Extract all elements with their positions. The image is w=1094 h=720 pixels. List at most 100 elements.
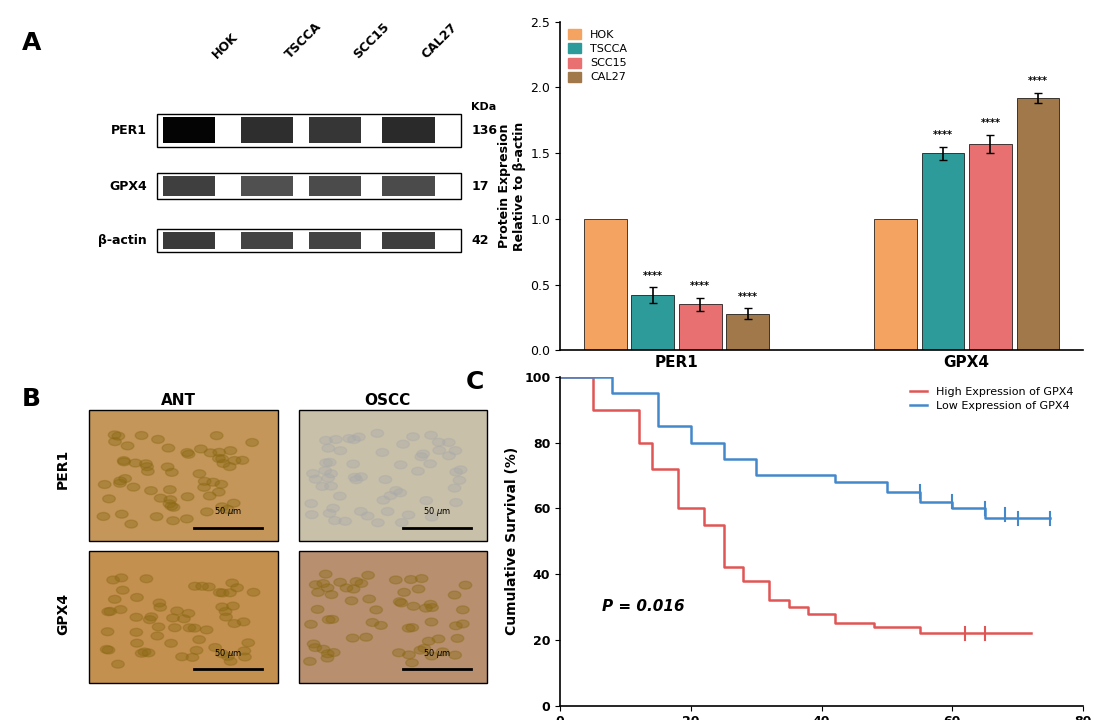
Circle shape: [114, 606, 127, 613]
Circle shape: [449, 591, 461, 599]
Circle shape: [162, 444, 175, 452]
High Expression of GPX4: [717, 521, 730, 529]
Circle shape: [166, 517, 179, 525]
Text: ****: ****: [1028, 76, 1048, 86]
Circle shape: [322, 474, 335, 482]
Circle shape: [426, 513, 438, 521]
Circle shape: [104, 608, 117, 616]
Text: 136: 136: [472, 124, 497, 137]
Circle shape: [102, 646, 115, 654]
Text: 50 $\mu$m: 50 $\mu$m: [214, 647, 242, 660]
Circle shape: [340, 584, 352, 592]
Circle shape: [395, 599, 408, 607]
Circle shape: [361, 512, 374, 520]
Circle shape: [130, 629, 142, 636]
Circle shape: [102, 608, 115, 616]
High Expression of GPX4: [978, 629, 991, 638]
Circle shape: [449, 484, 461, 492]
Circle shape: [196, 582, 209, 590]
Circle shape: [165, 502, 177, 510]
Low Expression of GPX4: [749, 454, 763, 463]
Circle shape: [141, 463, 153, 471]
High Expression of GPX4: [913, 629, 927, 638]
Circle shape: [188, 582, 201, 590]
Circle shape: [319, 570, 331, 578]
High Expression of GPX4: [736, 576, 749, 585]
High Expression of GPX4: [828, 619, 841, 628]
Circle shape: [130, 639, 143, 647]
Bar: [679, 305, 722, 351]
Circle shape: [229, 456, 241, 464]
Low Expression of GPX4: [1011, 514, 1024, 523]
Circle shape: [193, 636, 206, 644]
Circle shape: [397, 440, 409, 448]
Circle shape: [307, 640, 319, 648]
Circle shape: [136, 649, 148, 657]
High Expression of GPX4: [763, 576, 776, 585]
Circle shape: [352, 433, 365, 441]
Circle shape: [380, 476, 392, 484]
Circle shape: [212, 454, 225, 462]
Circle shape: [328, 517, 341, 525]
Circle shape: [143, 616, 156, 624]
Circle shape: [163, 500, 176, 508]
Circle shape: [203, 492, 216, 500]
Circle shape: [140, 460, 152, 468]
Circle shape: [459, 581, 472, 589]
Circle shape: [195, 445, 207, 453]
Low Expression of GPX4: [717, 438, 730, 447]
Low Expression of GPX4: [684, 422, 697, 431]
Circle shape: [138, 648, 151, 656]
Circle shape: [394, 598, 406, 606]
Circle shape: [317, 645, 329, 653]
Circle shape: [221, 505, 234, 513]
Circle shape: [389, 576, 403, 584]
Circle shape: [312, 588, 324, 596]
Circle shape: [376, 449, 388, 456]
Circle shape: [348, 473, 361, 481]
High Expression of GPX4: [763, 596, 776, 605]
Circle shape: [205, 449, 217, 456]
Circle shape: [362, 572, 374, 579]
Circle shape: [322, 584, 334, 592]
Text: ****: ****: [737, 292, 758, 302]
Circle shape: [324, 509, 336, 517]
Circle shape: [325, 469, 337, 477]
Circle shape: [334, 578, 347, 586]
Circle shape: [334, 446, 347, 454]
Circle shape: [200, 626, 213, 634]
Circle shape: [103, 495, 115, 503]
Legend: High Expression of GPX4, Low Expression of GPX4: High Expression of GPX4, Low Expression …: [906, 382, 1078, 415]
Circle shape: [316, 482, 328, 490]
Circle shape: [127, 483, 140, 491]
High Expression of GPX4: [802, 603, 815, 611]
Circle shape: [450, 499, 463, 506]
Circle shape: [116, 586, 129, 594]
Circle shape: [449, 651, 462, 659]
Circle shape: [217, 589, 229, 597]
Circle shape: [354, 473, 368, 481]
Circle shape: [334, 492, 346, 500]
Circle shape: [200, 508, 213, 516]
Circle shape: [213, 449, 225, 456]
Circle shape: [153, 599, 165, 607]
Text: CAL27: CAL27: [419, 21, 459, 61]
Circle shape: [216, 455, 229, 463]
Text: ****: ****: [933, 130, 953, 140]
FancyBboxPatch shape: [309, 117, 361, 143]
Circle shape: [327, 504, 339, 512]
Circle shape: [411, 467, 424, 475]
Circle shape: [377, 496, 389, 504]
Circle shape: [194, 470, 206, 477]
Circle shape: [326, 616, 339, 624]
Text: 50 $\mu$m: 50 $\mu$m: [423, 505, 451, 518]
Circle shape: [306, 469, 319, 477]
Circle shape: [451, 634, 464, 642]
Low Expression of GPX4: [652, 389, 665, 397]
FancyBboxPatch shape: [382, 117, 434, 143]
Circle shape: [329, 436, 342, 444]
FancyBboxPatch shape: [382, 232, 434, 248]
Circle shape: [319, 467, 331, 474]
Circle shape: [426, 652, 438, 660]
Circle shape: [212, 488, 225, 496]
